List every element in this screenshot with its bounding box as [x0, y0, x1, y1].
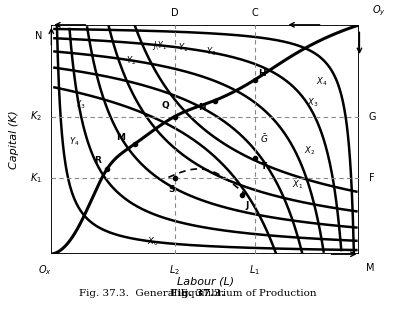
Text: F: F: [369, 174, 374, 184]
Text: N: N: [198, 103, 205, 112]
Text: $X_2$: $X_2$: [304, 144, 315, 157]
Text: Fig. 37.3.: Fig. 37.3.: [170, 289, 225, 298]
Text: $L_2$: $L_2$: [169, 264, 180, 277]
Text: Q: Q: [162, 101, 169, 110]
Text: $K_1$: $K_1$: [30, 172, 42, 185]
Text: $Y_3$: $Y_3$: [75, 98, 85, 111]
Text: C: C: [251, 8, 258, 18]
Text: $L_1$: $L_1$: [249, 264, 260, 277]
Text: $Y_1$: $Y_1$: [178, 41, 188, 54]
Text: N: N: [35, 31, 42, 41]
Text: $Y_2$: $Y_2$: [126, 55, 137, 67]
Text: $X_4$: $X_4$: [316, 75, 328, 88]
Text: J: J: [245, 202, 249, 210]
Text: $O_x$: $O_x$: [38, 264, 52, 277]
Text: $X_0$: $X_0$: [147, 235, 159, 248]
Text: $X_3$: $X_3$: [307, 96, 318, 108]
Text: G: G: [369, 112, 376, 122]
Text: T: T: [261, 162, 267, 171]
Text: S: S: [168, 185, 175, 194]
Text: Fig. 37.3.  General Equilibrium of Production: Fig. 37.3. General Equilibrium of Produc…: [79, 289, 316, 298]
Text: Labour (L): Labour (L): [177, 277, 234, 287]
Text: $O_y$: $O_y$: [372, 3, 386, 18]
Text: $J_\backslash Y_1$: $J_\backslash Y_1$: [152, 39, 167, 52]
Text: M: M: [116, 133, 125, 142]
Text: $K_2$: $K_2$: [30, 110, 42, 123]
Text: $\bar{G}$: $\bar{G}$: [260, 133, 268, 145]
Text: $Y_0$: $Y_0$: [206, 46, 217, 58]
Text: $Y_4$: $Y_4$: [69, 135, 79, 148]
Text: H: H: [258, 69, 265, 78]
Text: Capital (K): Capital (K): [9, 110, 19, 169]
Text: $X_1$: $X_1$: [292, 179, 303, 191]
Text: R: R: [94, 156, 101, 165]
Text: D: D: [171, 8, 179, 18]
Text: M: M: [366, 264, 374, 273]
